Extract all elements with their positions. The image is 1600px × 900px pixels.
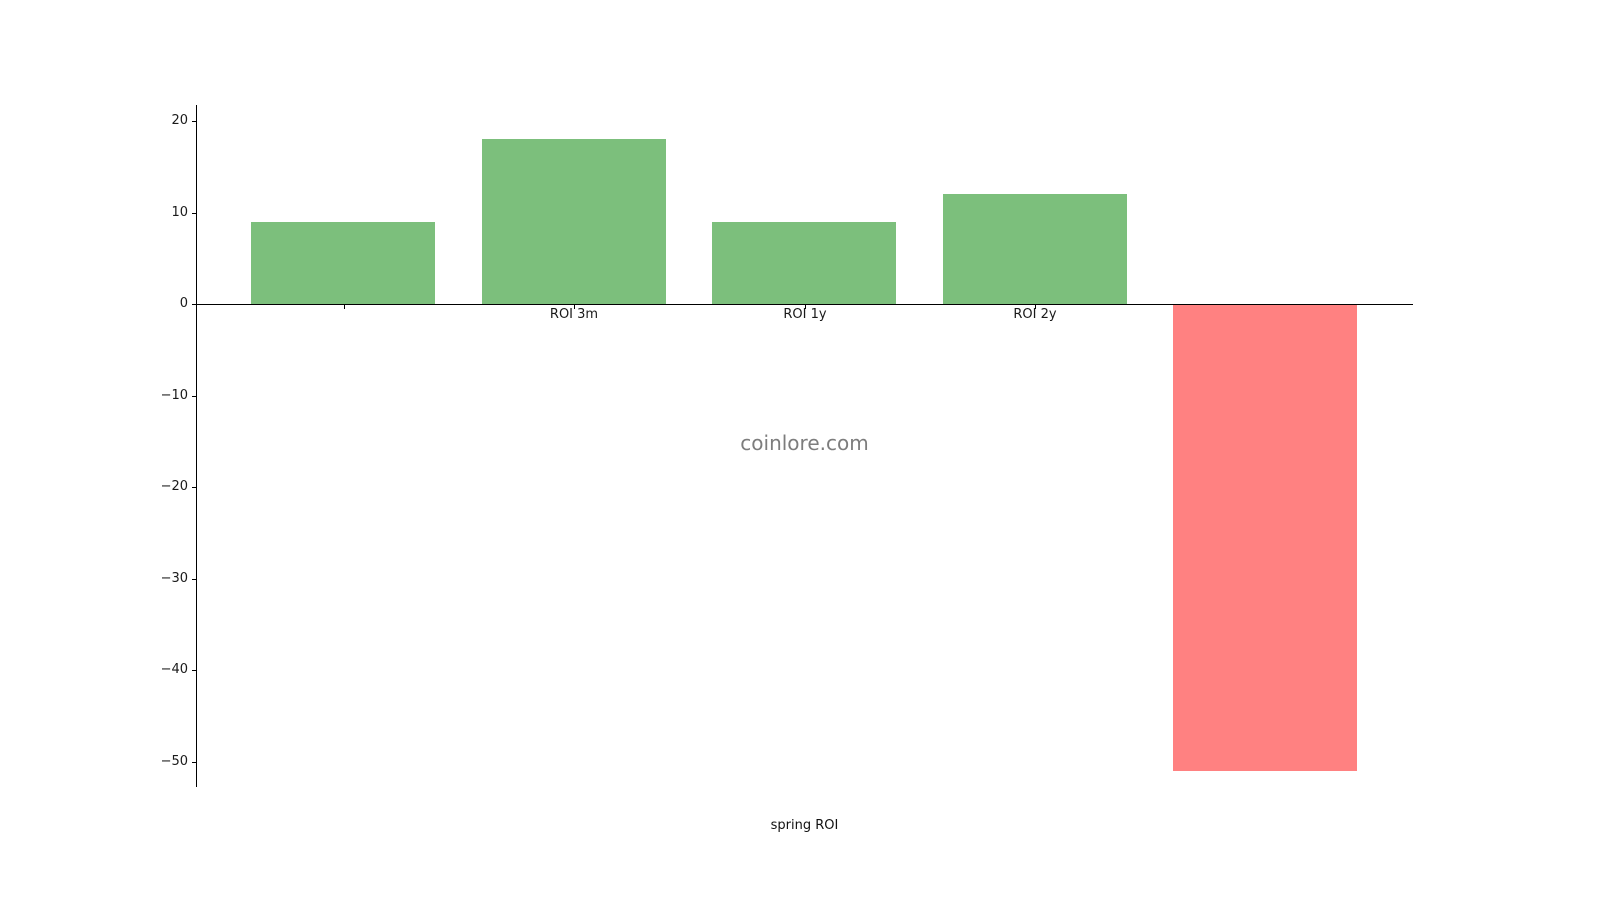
y-tick-mark <box>192 487 196 488</box>
y-tick-label: −40 <box>160 662 188 677</box>
y-axis-line <box>196 105 197 787</box>
x-tick-label: ROI 1y <box>783 307 827 322</box>
bar-roi-1y <box>712 222 896 304</box>
x-tick-mark <box>1035 305 1036 309</box>
y-tick-mark <box>192 670 196 671</box>
x-tick-mark <box>574 305 575 309</box>
y-tick-label: −50 <box>160 754 188 769</box>
x-tick-mark <box>344 305 345 309</box>
x-tick-label: ROI 2y <box>1013 307 1057 322</box>
y-tick-label: −20 <box>160 479 188 494</box>
y-tick-label: −30 <box>160 571 188 586</box>
y-tick-label: −10 <box>160 388 188 403</box>
y-tick-mark <box>192 213 196 214</box>
bar-bar-4 <box>1173 305 1357 771</box>
x-tick-mark <box>805 305 806 309</box>
y-tick-mark <box>192 121 196 122</box>
x-axis-title: spring ROI <box>770 818 839 833</box>
watermark: coinlore.com <box>740 431 869 455</box>
y-tick-mark <box>192 304 196 305</box>
bar-bar-0 <box>251 222 435 304</box>
y-tick-label: 0 <box>179 296 188 311</box>
y-tick-label: 10 <box>171 205 188 220</box>
y-tick-mark <box>192 762 196 763</box>
x-tick-label: ROI 3m <box>549 307 599 322</box>
bar-roi-3m <box>482 139 666 304</box>
bar-roi-2y <box>943 194 1127 304</box>
y-tick-mark <box>192 396 196 397</box>
x-axis-zero-line <box>196 304 1413 305</box>
y-tick-mark <box>192 579 196 580</box>
y-tick-label: 20 <box>171 113 188 128</box>
